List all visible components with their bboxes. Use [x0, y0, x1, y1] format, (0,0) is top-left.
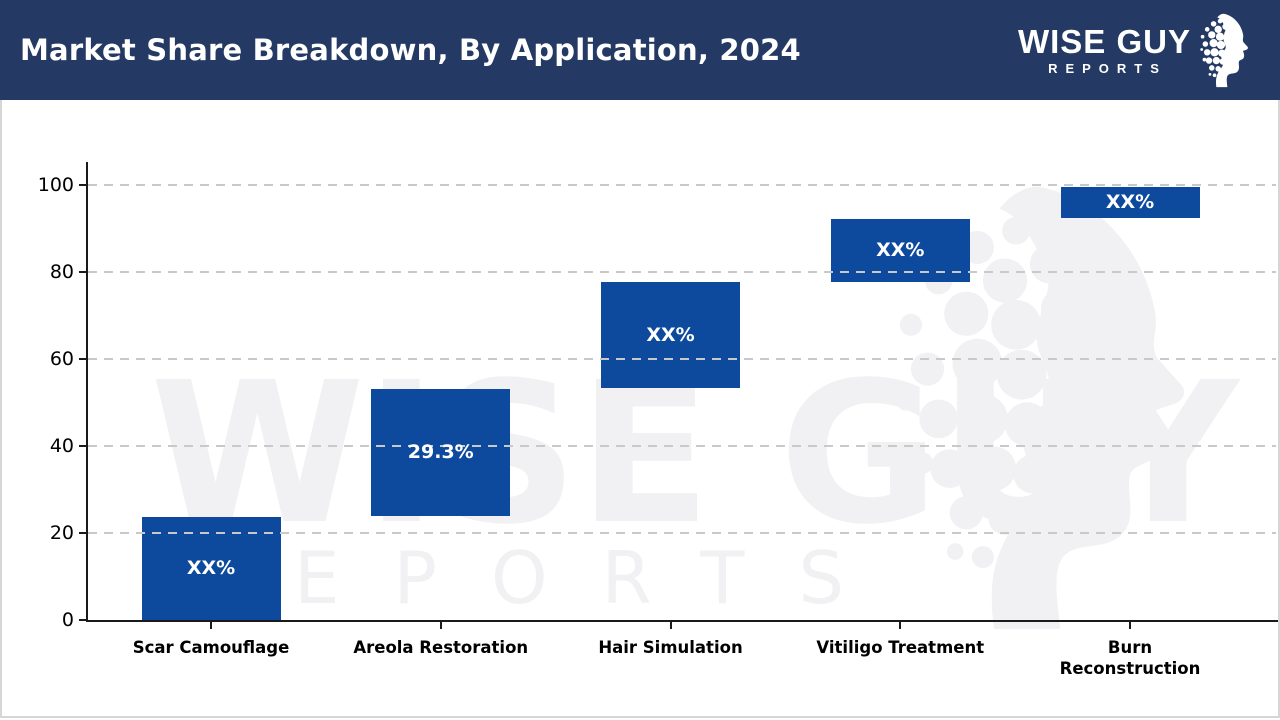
x-axis-tick — [1129, 622, 1131, 629]
brand-logo-text: WISE GUY REPORTS — [1018, 25, 1191, 75]
bar-value-label: XX% — [186, 557, 236, 580]
bar-hair-simulation — [601, 282, 740, 389]
y-axis-tick — [79, 445, 86, 447]
content-frame — [0, 100, 1280, 718]
y-axis-tick-label: 100 — [37, 174, 74, 196]
gridline-y100 — [88, 184, 1276, 186]
bar-burn-reconstruction — [1060, 187, 1200, 218]
page-title: Market Share Breakdown, By Application, … — [20, 33, 801, 67]
y-axis-line — [86, 162, 88, 622]
gridline-y40 — [88, 445, 1276, 447]
x-axis-category-label: Scar Camouflage — [132, 638, 290, 657]
y-axis-tick — [79, 619, 86, 621]
bar-scar-camouflage — [141, 516, 281, 620]
x-axis-category-label: Areola Restoration — [353, 638, 529, 657]
x-axis-category-label: Vitiligo Treatment — [816, 638, 985, 657]
y-axis-tick-label: 0 — [61, 609, 74, 631]
watermark-reports-text: REPORTS — [190, 536, 899, 620]
gridline-y80 — [88, 271, 1276, 273]
bar-value-label: XX% — [876, 239, 925, 262]
bar-value-label: XX% — [1105, 191, 1155, 214]
bar-value-label: XX% — [646, 324, 695, 347]
bar-areola-restoration — [371, 388, 511, 517]
x-axis-tick — [669, 622, 672, 629]
gridline-y60 — [88, 358, 1276, 360]
gridline-y20 — [88, 532, 1276, 534]
x-axis-tick — [899, 622, 902, 629]
y-axis-tick-label: 20 — [49, 522, 74, 544]
brand-name: WISE GUY — [1017, 23, 1191, 60]
y-axis-tick — [79, 271, 86, 273]
y-axis-tick — [79, 358, 86, 360]
x-axis-category-label: Burn Reconstruction — [1059, 638, 1201, 679]
y-axis-tick-label: 80 — [49, 261, 74, 283]
y-axis-tick-label: 40 — [49, 435, 74, 457]
watermark: WISE GUY REPORTS — [0, 100, 1280, 720]
x-axis-tick — [210, 622, 212, 629]
bar-value-label: 29.3% — [407, 441, 474, 464]
y-axis-tick-label: 60 — [49, 348, 74, 370]
y-axis-tick — [79, 184, 86, 186]
brand-logo: WISE GUY REPORTS — [1018, 11, 1256, 89]
x-axis-tick — [439, 622, 442, 629]
x-axis-line — [86, 620, 1278, 622]
brand-subname: REPORTS — [1048, 61, 1167, 76]
y-axis-tick — [79, 532, 86, 534]
x-axis-category-label: Hair Simulation — [598, 638, 743, 657]
brand-head-icon — [1200, 13, 1248, 88]
header: Market Share Breakdown, By Application, … — [0, 0, 1280, 100]
